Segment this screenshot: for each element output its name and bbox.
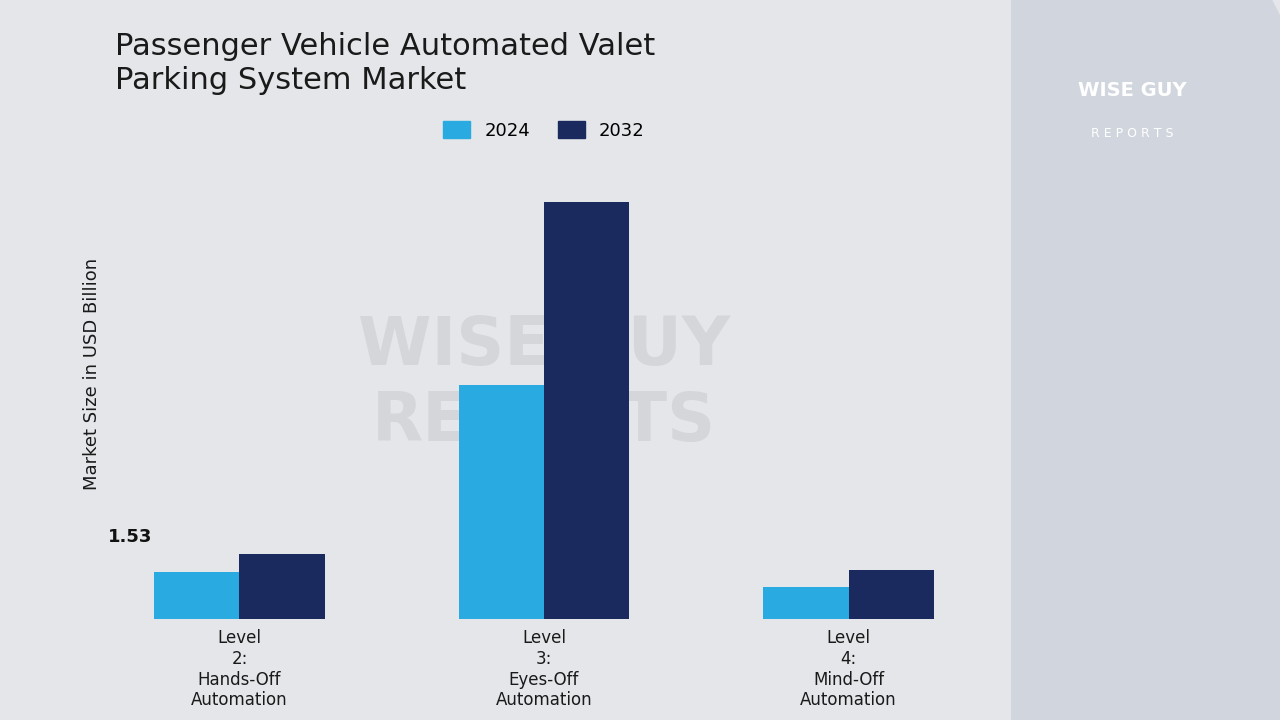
Text: Passenger Vehicle Automated Valet
Parking System Market: Passenger Vehicle Automated Valet Parkin…	[115, 32, 655, 95]
Bar	[763, 588, 849, 619]
Bar	[458, 385, 544, 619]
Bar	[849, 570, 934, 619]
Bar	[239, 554, 325, 619]
Text: R E P O R T S: R E P O R T S	[1091, 127, 1174, 140]
Text: 1.53: 1.53	[108, 528, 152, 546]
Text: WISE GUY
REPORTS: WISE GUY REPORTS	[358, 313, 730, 455]
Legend: 2024, 2032: 2024, 2032	[436, 114, 652, 147]
Text: WISE GUY: WISE GUY	[1078, 81, 1187, 99]
Bar	[544, 202, 630, 619]
Bar	[154, 572, 239, 619]
Y-axis label: Market Size in USD Billion: Market Size in USD Billion	[83, 258, 101, 490]
Ellipse shape	[716, 0, 1280, 720]
